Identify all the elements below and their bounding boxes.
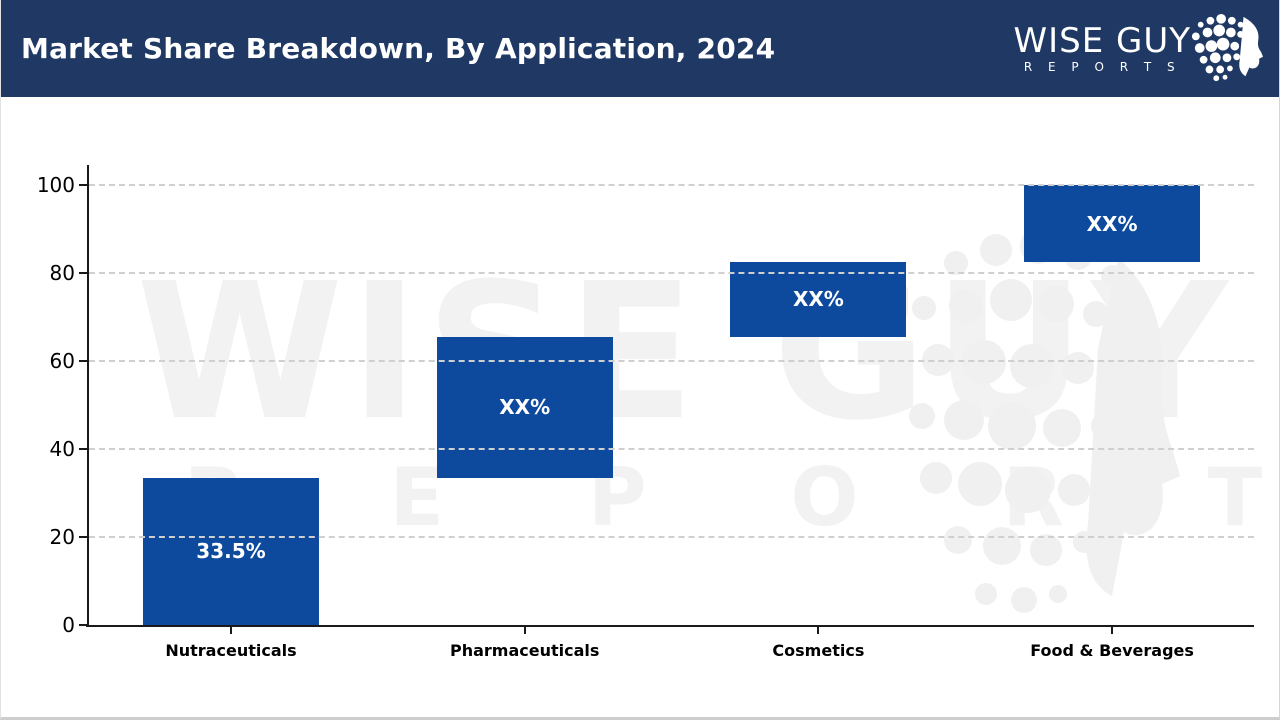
gridline-80 [89, 272, 1254, 274]
x-tick-label: Food & Beverages [1030, 641, 1194, 660]
y-tick [79, 536, 89, 538]
header-bar: Market Share Breakdown, By Application, … [1, 0, 1279, 97]
x-tick [523, 625, 526, 634]
y-tick-label: 80 [49, 261, 75, 285]
y-tick-label: 40 [49, 437, 75, 461]
y-tick-label: 100 [36, 173, 75, 197]
y-tick-label: 20 [49, 525, 75, 549]
chart-title: Market Share Breakdown, By Application, … [21, 32, 776, 65]
x-tick-label: Cosmetics [772, 641, 865, 660]
bar-nutraceuticals: 33.5% [143, 477, 319, 625]
logo-face-icon [1191, 13, 1263, 82]
x-tick-label: Pharmaceuticals [449, 641, 600, 660]
bar-cosmetics: XX% [730, 262, 907, 337]
bar-pharmaceuticals: XX% [436, 336, 613, 478]
y-tick [79, 448, 89, 450]
y-tick [79, 184, 89, 186]
y-tick [79, 624, 89, 626]
x-tick [1111, 625, 1114, 634]
logo-wordmark: WISE GUY [1013, 21, 1191, 61]
x-axis [86, 625, 1254, 627]
gridline-40 [89, 448, 1254, 450]
y-tick-label: 0 [62, 613, 75, 637]
gridline-20 [89, 536, 1254, 538]
bar-value-label: XX% [792, 287, 844, 312]
bar-value-label: 33.5% [196, 539, 266, 564]
gridline-60 [89, 360, 1254, 362]
bar-food-beverages: XX% [1024, 185, 1201, 262]
x-tick-label: Nutraceuticals [165, 641, 297, 660]
x-tick [817, 625, 820, 634]
y-tick [79, 272, 89, 274]
bar-value-label: XX% [499, 395, 551, 420]
logo-text: WISE GUY R E P O R T S [1013, 23, 1191, 75]
logo-subtext: R E P O R T S [1023, 60, 1181, 74]
chart-area: 33.5% Nutraceuticals XX% Pharmaceuticals XX%… [1, 97, 1279, 717]
y-axis [87, 165, 89, 627]
y-tick-label: 60 [49, 349, 75, 373]
x-tick [230, 625, 232, 634]
gridline-100 [89, 184, 1254, 186]
y-tick [79, 360, 89, 362]
wiseguy-logo: WISE GUY R E P O R T S [1003, 10, 1265, 88]
bar-value-label: XX% [1086, 211, 1138, 236]
